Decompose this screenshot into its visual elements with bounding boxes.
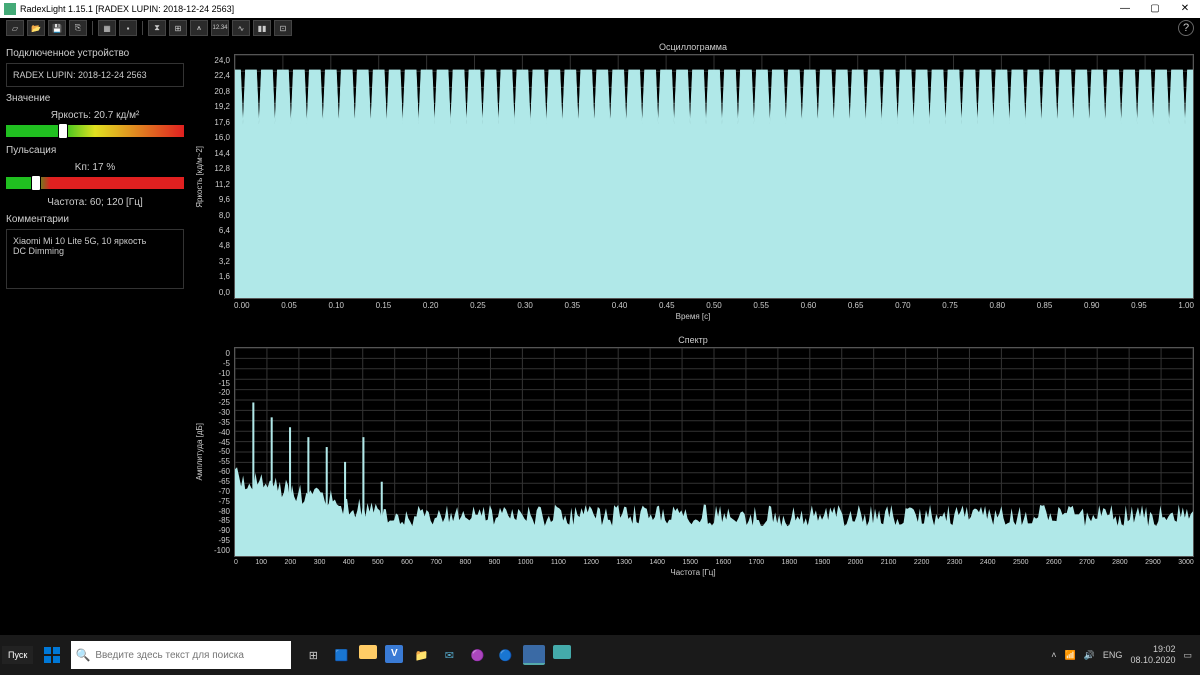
oscillogram-title: Осциллограмма	[192, 42, 1194, 52]
taskbar-apps: ⊞ 🟦 V 📁 ✉ 🟣 🔵	[303, 645, 571, 665]
tray-date[interactable]: 08.10.2020	[1130, 655, 1175, 666]
app-other-icon[interactable]	[553, 645, 571, 659]
edge-icon[interactable]: 🟦	[331, 645, 351, 665]
chrome-icon[interactable]: 🔵	[495, 645, 515, 665]
tb-save[interactable]: 💾	[48, 20, 66, 36]
tb-more[interactable]: ⊡	[274, 20, 292, 36]
tb-stop[interactable]: ▪	[119, 20, 137, 36]
tray-lang[interactable]: ENG	[1103, 650, 1123, 660]
comments-box[interactable]: Xiaomi Mi 10 Lite 5G, 10 яркость DC Dimm…	[6, 229, 184, 289]
tb-num[interactable]: 12.34	[211, 20, 229, 36]
app-icon	[4, 3, 16, 15]
tb-open[interactable]: 📂	[27, 20, 45, 36]
comment-line: Xiaomi Mi 10 Lite 5G, 10 яркость	[13, 236, 177, 246]
spectrum-title: Спектр	[192, 335, 1194, 345]
osc-xlabel: Время [c]	[192, 312, 1194, 321]
start-label[interactable]: Пуск	[2, 646, 33, 664]
pulsation-section-title: Пульсация	[6, 145, 184, 156]
help-button[interactable]: ?	[1178, 20, 1194, 36]
pulsation-value: Kп: 17 %	[6, 162, 184, 173]
titlebar: RadexLight 1.15.1 [RADEX LUPIN: 2018-12-…	[0, 0, 1200, 18]
frequency-value: Частота: 60; 120 [Гц]	[6, 197, 184, 208]
spec-plot[interactable]	[234, 347, 1194, 557]
toolbar: ▱ 📂 💾 ⎘ ▦ ▪ ⧗ ⊞ ⩚ 12.34 ∿ ▮▮ ⊡ ?	[0, 18, 1200, 38]
brightness-marker	[58, 123, 68, 139]
spec-ylabel: Амплитуда [дБ]	[195, 423, 204, 481]
spec-xticks: 0100200300400500600700800900100011001200…	[234, 559, 1194, 566]
spec-yticks: 0-5-10-15-20-25-30-35-40-45-50-55-60-65-…	[206, 347, 234, 557]
sidebar: Подключенное устройство RADEX LUPIN: 201…	[0, 38, 190, 635]
tray-network-icon[interactable]: 📶	[1064, 650, 1075, 661]
osc-yticks: 24,022,420,819,217,616,014,412,811,29,68…	[206, 54, 234, 299]
taskbar-search-input[interactable]	[95, 641, 291, 669]
tb-saveall[interactable]: ⎘	[69, 20, 87, 36]
value-section-title: Значение	[6, 93, 184, 104]
mail-icon[interactable]: ✉	[439, 645, 459, 665]
tray-chevron-icon[interactable]: ˄	[1051, 650, 1056, 660]
radexlight-taskbar-icon[interactable]	[523, 645, 545, 665]
spec-xlabel: Частота [Гц]	[192, 568, 1194, 577]
osc-plot[interactable]	[234, 54, 1194, 299]
taskbar-search[interactable]: 🔍	[71, 641, 291, 669]
brightness-bar	[6, 125, 184, 137]
tb-chart1[interactable]: ⧗	[148, 20, 166, 36]
folder-icon[interactable]: 📁	[411, 645, 431, 665]
minimize-button[interactable]: —	[1110, 0, 1140, 18]
close-button[interactable]: ✕	[1170, 0, 1200, 18]
tb-chart2[interactable]: ⊞	[169, 20, 187, 36]
app-viber-icon[interactable]: 🟣	[467, 645, 487, 665]
osc-ylabel: Яркость [кд/м~2]	[195, 146, 204, 208]
comments-section-title: Комментарии	[6, 214, 184, 225]
tray-volume-icon[interactable]: 🔊	[1084, 650, 1095, 661]
tb-play[interactable]: ▦	[98, 20, 116, 36]
explorer-icon[interactable]	[359, 645, 377, 659]
taskbar: Пуск 🔍 ⊞ 🟦 V 📁 ✉ 🟣 🔵 ˄ 📶 🔊 ENG 19:02 08.…	[0, 635, 1200, 675]
tb-new[interactable]: ▱	[6, 20, 24, 36]
maximize-button[interactable]: ▢	[1140, 0, 1170, 18]
brightness-value: Яркость: 20.7 кд/м²	[6, 110, 184, 121]
windows-start-icon[interactable]	[37, 640, 67, 670]
tray-time[interactable]: 19:02	[1130, 644, 1175, 655]
tb-chart3[interactable]: ⩚	[190, 20, 208, 36]
system-tray: ˄ 📶 🔊 ENG 19:02 08.10.2020 ▭	[1051, 644, 1192, 666]
search-icon: 🔍	[71, 648, 95, 662]
device-name-box: RADEX LUPIN: 2018-12-24 2563	[6, 63, 184, 87]
osc-xticks: 0.000.050.100.150.200.250.300.350.400.45…	[234, 301, 1194, 310]
comment-line: DC Dimming	[13, 246, 177, 256]
tray-notifications-icon[interactable]: ▭	[1183, 650, 1192, 661]
task-view-icon[interactable]: ⊞	[303, 645, 323, 665]
window-title: RadexLight 1.15.1 [RADEX LUPIN: 2018-12-…	[20, 4, 234, 14]
charts-area: Осциллограмма Яркость [кд/м~2] 24,022,42…	[190, 38, 1200, 635]
device-section-title: Подключенное устройство	[6, 48, 184, 59]
pulsation-bar	[6, 177, 184, 189]
tb-bars[interactable]: ▮▮	[253, 20, 271, 36]
pulsation-marker	[31, 175, 41, 191]
app-v-icon[interactable]: V	[385, 645, 403, 663]
tb-wave[interactable]: ∿	[232, 20, 250, 36]
